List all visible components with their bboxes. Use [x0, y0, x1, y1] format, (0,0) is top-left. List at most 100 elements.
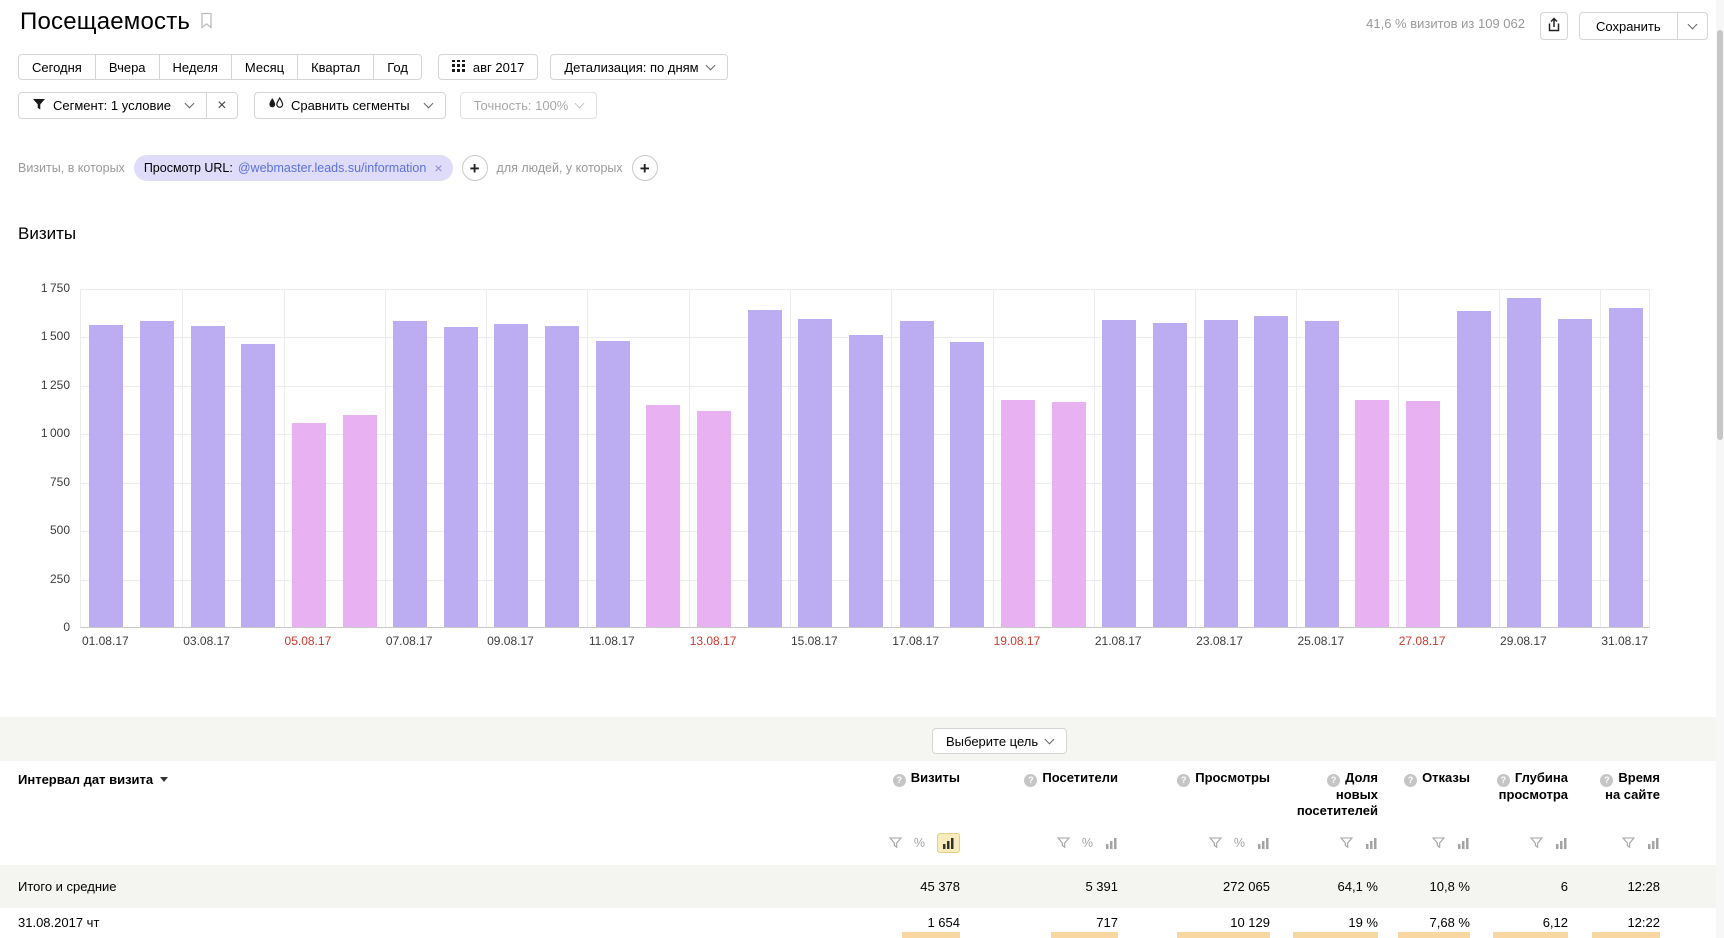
row-dimension-label: Интервал дат визита: [18, 772, 154, 787]
bar-29.08.17[interactable]: [1507, 297, 1542, 627]
chart-tool-icon[interactable]: [937, 833, 960, 853]
help-icon[interactable]: ?: [1177, 774, 1191, 788]
percent-tool-icon[interactable]: %: [913, 836, 925, 850]
bar-18.08.17[interactable]: [950, 341, 985, 627]
value-minibar: [1051, 932, 1118, 938]
period-button-4[interactable]: Квартал: [297, 54, 375, 80]
bar-26.08.17[interactable]: [1355, 400, 1390, 627]
chart-tool-icon[interactable]: [1647, 837, 1660, 849]
bar-31.08.17[interactable]: [1608, 307, 1643, 627]
column-header-5[interactable]: ? Глубина просмотра: [1478, 770, 1576, 818]
chart-tool-icon[interactable]: [1365, 837, 1378, 849]
bar-10.08.17[interactable]: [545, 325, 580, 627]
chip-close-icon[interactable]: ×: [434, 160, 443, 176]
bar-05.08.17[interactable]: [291, 422, 326, 627]
bar-28.08.17[interactable]: [1456, 311, 1491, 627]
column-header-1[interactable]: ? Посетители: [968, 770, 1126, 818]
bar-15.08.17[interactable]: [798, 319, 833, 627]
help-icon[interactable]: ?: [1327, 774, 1341, 788]
bar-14.08.17[interactable]: [747, 310, 782, 627]
totals-row[interactable]: Итого и средние 45 378 5 391 272 065 64,1 %…: [0, 865, 1724, 908]
gridline-x-2: [283, 289, 285, 627]
bar-20.08.17[interactable]: [1051, 401, 1086, 627]
help-icon[interactable]: ?: [1404, 774, 1418, 788]
segment-button[interactable]: Сегмент: 1 условие: [18, 92, 207, 119]
chart-tool-icon[interactable]: [1457, 837, 1470, 849]
compare-segments-button[interactable]: Сравнить сегменты: [253, 92, 446, 119]
period-button-2[interactable]: Неделя: [158, 54, 232, 80]
bar-02.08.17[interactable]: [139, 321, 174, 627]
filter-tool-icon[interactable]: [1530, 837, 1543, 849]
help-icon[interactable]: ?: [1024, 774, 1038, 788]
url-filter-chip[interactable]: Просмотр URL: @webmaster.leads.su/inform…: [133, 155, 453, 181]
row-dimension-header[interactable]: Интервал дат визита: [18, 772, 169, 787]
bar-09.08.17[interactable]: [494, 324, 529, 627]
bar-27.08.17[interactable]: [1406, 400, 1441, 627]
bar-24.08.17[interactable]: [1254, 315, 1289, 627]
filter-tool-icon[interactable]: [1340, 837, 1353, 849]
help-icon[interactable]: ?: [1600, 774, 1614, 788]
select-goal-button[interactable]: Выберите цель: [932, 728, 1068, 754]
value-minibar: [1493, 932, 1568, 938]
chart-tool-icon[interactable]: [1105, 837, 1118, 849]
filter-tool-icon[interactable]: [1208, 837, 1222, 849]
column-header-0[interactable]: ? Визиты: [848, 770, 968, 818]
percent-tool-icon[interactable]: %: [1233, 836, 1245, 850]
column-header-line: ? Отказы: [1386, 770, 1470, 788]
bar-11.08.17[interactable]: [595, 341, 630, 627]
bar-22.08.17[interactable]: [1152, 323, 1187, 627]
bar-25.08.17[interactable]: [1304, 321, 1339, 627]
save-dropdown-button[interactable]: [1676, 13, 1707, 39]
period-button-5[interactable]: Год: [373, 54, 422, 80]
filter-tool-icon[interactable]: [1622, 837, 1635, 849]
compare-label: Сравнить сегменты: [290, 98, 410, 113]
bar-04.08.17[interactable]: [241, 344, 276, 627]
column-tools-3: [1278, 831, 1386, 855]
export-button[interactable]: [1540, 12, 1568, 40]
percent-tool-icon[interactable]: %: [1081, 836, 1093, 850]
column-header-2[interactable]: ? Просмотры: [1126, 770, 1278, 818]
scrollbar-thumb[interactable]: [1717, 30, 1723, 440]
column-header-4[interactable]: ? Отказы: [1386, 770, 1478, 818]
column-header-6[interactable]: ? Время на сайте: [1576, 770, 1668, 818]
chart-tool-icon[interactable]: [1257, 837, 1270, 849]
bar-07.08.17[interactable]: [393, 320, 428, 627]
table-row[interactable]: 31.08.2017 чт 1 654 717 10 129 19 % 7,68 % 6,…: [0, 908, 1724, 938]
save-button[interactable]: Сохранить: [1596, 18, 1661, 34]
period-button-3[interactable]: Месяц: [230, 54, 299, 80]
add-user-condition-button[interactable]: +: [631, 155, 658, 181]
clear-segment-button[interactable]: ×: [205, 92, 238, 119]
add-visit-condition-button[interactable]: +: [461, 155, 488, 181]
bar-12.08.17[interactable]: [646, 405, 681, 627]
bar-19.08.17[interactable]: [1000, 400, 1035, 627]
bar-13.08.17[interactable]: [697, 411, 732, 627]
gridline-x-12: [1296, 289, 1298, 627]
bar-03.08.17[interactable]: [190, 325, 225, 627]
accuracy-button[interactable]: Точность: 100%: [459, 92, 598, 119]
gridline-x-13: [1397, 289, 1399, 627]
filter-tool-icon[interactable]: [888, 837, 902, 849]
period-button-0[interactable]: Сегодня: [18, 54, 96, 80]
bar-30.08.17[interactable]: [1558, 319, 1593, 627]
column-header-3[interactable]: ? Доля новых посетителей: [1278, 770, 1386, 818]
date-range-button[interactable]: авг 2017: [437, 54, 539, 80]
filter-tool-icon[interactable]: [1432, 837, 1445, 849]
bar-06.08.17[interactable]: [342, 414, 377, 627]
detalization-label: Детализация: по дням: [564, 59, 699, 75]
chart-tool-icon[interactable]: [1555, 837, 1568, 849]
bar-17.08.17[interactable]: [899, 321, 934, 627]
bar-16.08.17[interactable]: [849, 335, 883, 627]
bar-08.08.17[interactable]: [443, 326, 478, 627]
bar-23.08.17[interactable]: [1203, 319, 1238, 627]
bookmark-icon[interactable]: [200, 12, 213, 32]
help-icon[interactable]: ?: [1496, 774, 1510, 788]
detalization-button[interactable]: Детализация: по дням: [550, 54, 728, 80]
help-icon[interactable]: ?: [892, 774, 906, 788]
period-button-1[interactable]: Вчера: [94, 54, 160, 80]
filter-tool-icon[interactable]: [1056, 837, 1070, 849]
chevron-down-icon: [423, 98, 434, 109]
bar-01.08.17[interactable]: [89, 324, 124, 627]
bar-21.08.17[interactable]: [1102, 319, 1137, 627]
value-minibar: [1177, 932, 1270, 938]
